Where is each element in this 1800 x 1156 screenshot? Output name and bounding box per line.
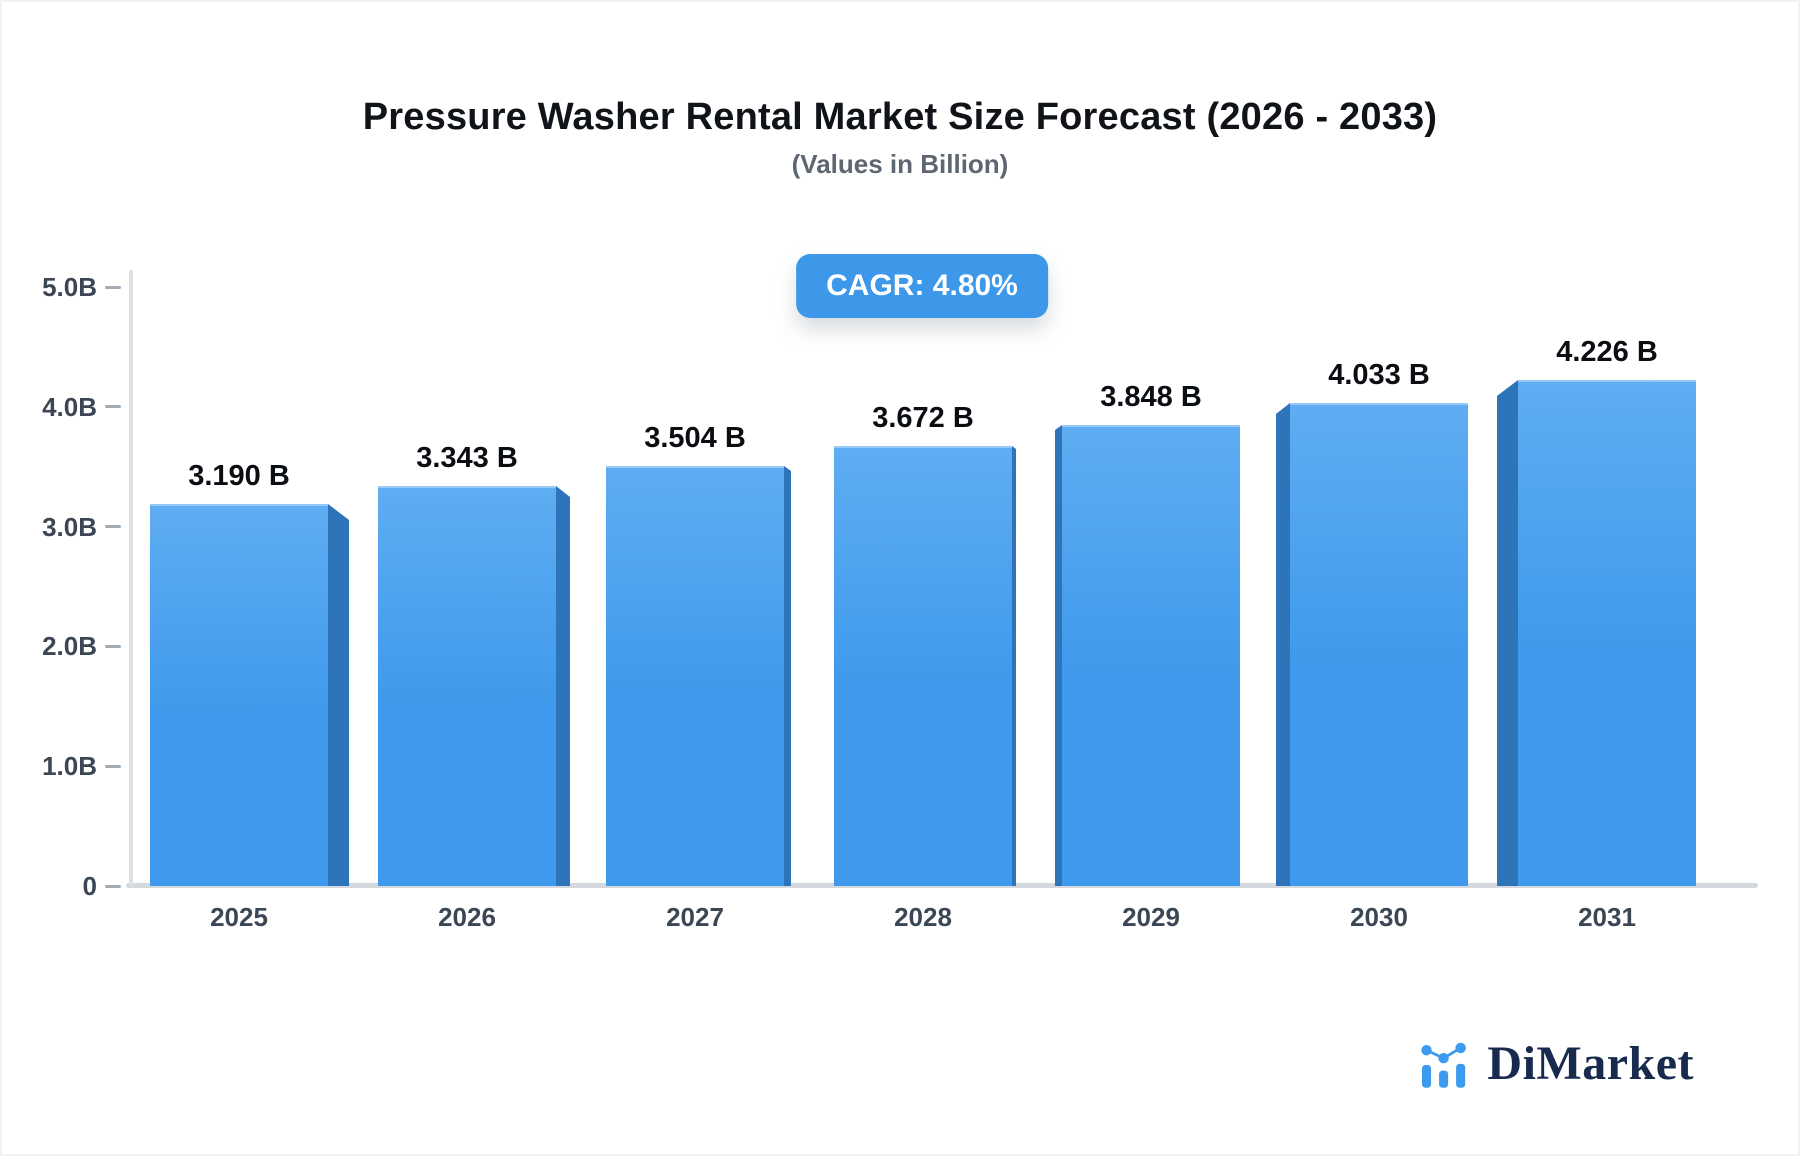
- x-category-label: 2029: [1122, 902, 1180, 932]
- y-tick-label: 5.0B: [42, 272, 97, 302]
- chart-title: Pressure Washer Rental Market Size Forec…: [362, 96, 1438, 138]
- bar-face: [606, 466, 784, 886]
- y-tick-label: 1.0B: [42, 751, 97, 782]
- x-category-label: 2031: [1578, 902, 1636, 932]
- y-tick-label: 2.0B: [42, 631, 97, 662]
- y-axis-line: [129, 270, 133, 886]
- bar-face: [1062, 425, 1240, 886]
- bar-value-label: 3.848 B: [1100, 381, 1202, 413]
- x-category-label: 2030: [1350, 902, 1408, 932]
- y-tick-mark: [105, 644, 121, 648]
- bar-value-label: 3.190 B: [188, 460, 290, 492]
- cagr-badge: CAGR: 4.80%: [796, 254, 1048, 318]
- chart-subtitle: (Values in Billion): [791, 149, 1009, 179]
- y-tick-label: 0: [82, 871, 97, 901]
- bar-value-label: 4.033 B: [1328, 359, 1430, 391]
- bar: [606, 466, 791, 886]
- bar-face: [834, 446, 1012, 886]
- bar: [1276, 403, 1468, 886]
- bar-line-chart-icon: [1421, 1042, 1467, 1088]
- brand-logo: DiMarket: [1419, 1038, 1694, 1090]
- x-category-label: 2025: [210, 902, 268, 932]
- bar: [378, 486, 570, 886]
- y-tick-mark: [105, 525, 121, 529]
- y-tick-label: 3.0B: [42, 511, 97, 542]
- x-category-label: 2027: [666, 902, 724, 932]
- bar-face: [150, 504, 328, 886]
- y-tick-label: 4.0B: [42, 391, 97, 422]
- bar-value-label: 3.343 B: [416, 442, 518, 474]
- y-tick-mark: [105, 285, 121, 289]
- y-tick-mark: [105, 884, 121, 888]
- bar-face: [1518, 380, 1696, 886]
- y-tick-mark: [105, 764, 121, 768]
- bar-value-label: 3.504 B: [644, 422, 746, 454]
- bar: [1055, 425, 1240, 886]
- x-category-label: 2028: [894, 902, 952, 932]
- bar: [150, 504, 349, 886]
- bar: [834, 446, 1016, 886]
- bar-face: [1290, 403, 1468, 886]
- bar-value-label: 3.672 B: [872, 402, 974, 434]
- bar-face: [378, 486, 556, 886]
- brand-name: DiMarket: [1487, 1037, 1694, 1090]
- bar: [1497, 380, 1696, 886]
- x-category-label: 2026: [438, 902, 496, 932]
- bar-value-label: 4.226 B: [1556, 336, 1658, 368]
- y-tick-mark: [105, 405, 121, 409]
